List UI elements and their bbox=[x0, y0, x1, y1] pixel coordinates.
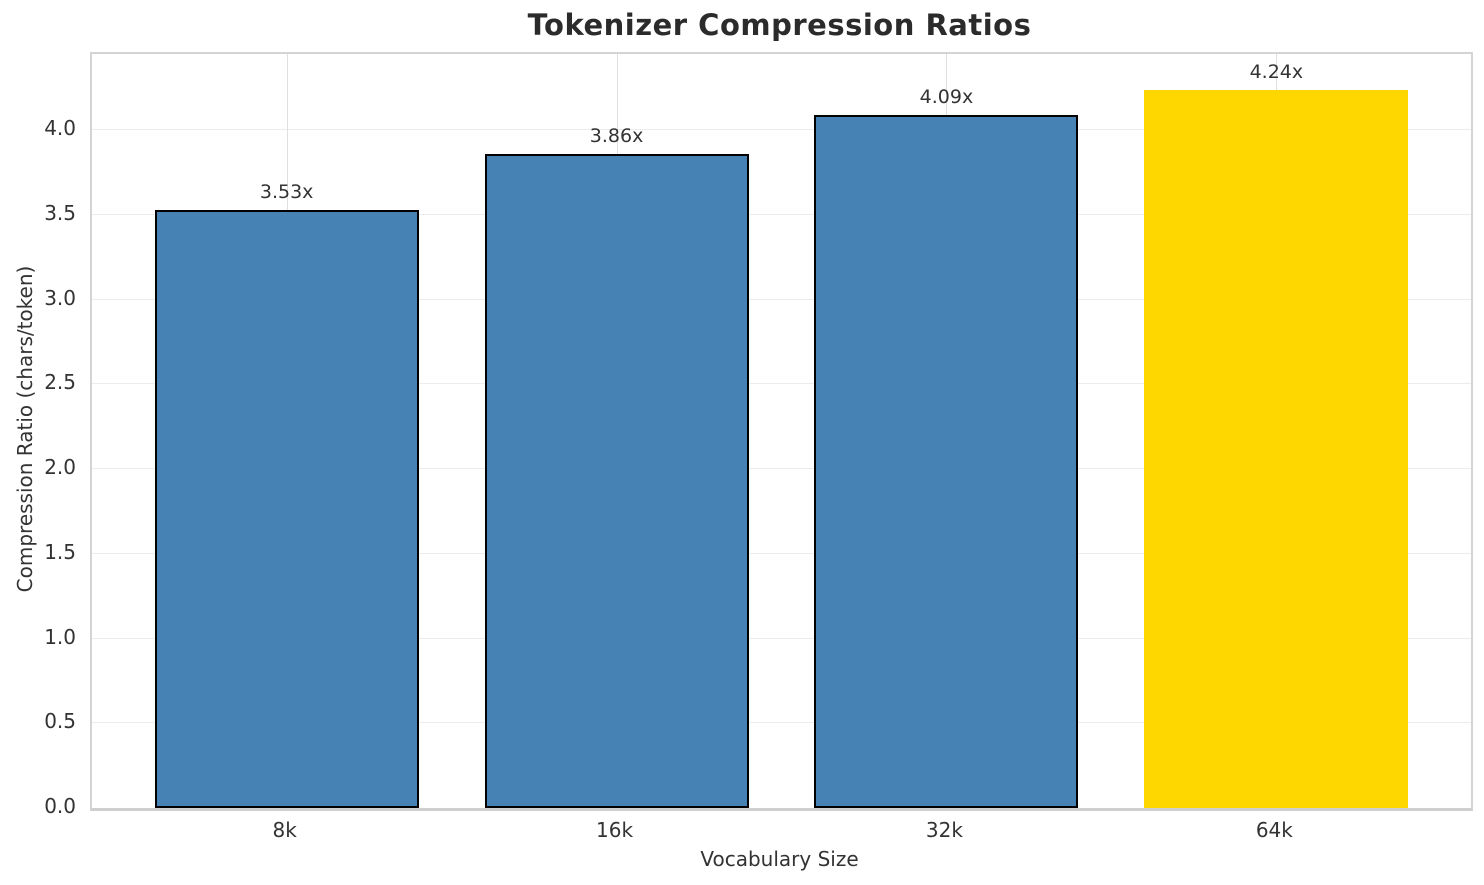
bar-16k bbox=[484, 153, 749, 808]
bar-32k bbox=[814, 115, 1079, 808]
gridline-horizontal bbox=[92, 129, 1471, 131]
plot-area: 3.53x 3.86x 4.09x 4.24x bbox=[90, 52, 1473, 811]
gridline-horizontal bbox=[92, 637, 1471, 639]
y-tick-label: 2.0 bbox=[44, 455, 76, 480]
y-tick-label: 1.0 bbox=[44, 624, 76, 649]
y-tick-label: 0.5 bbox=[44, 709, 76, 734]
gridline-horizontal bbox=[92, 722, 1471, 724]
gridline-horizontal bbox=[92, 468, 1471, 470]
x-axis-label: Vocabulary Size bbox=[700, 847, 859, 871]
gridline-horizontal bbox=[92, 383, 1471, 385]
x-tick-label: 16k bbox=[596, 818, 634, 842]
x-tick-label: 64k bbox=[1255, 818, 1293, 842]
bar-value-label: 3.53x bbox=[259, 180, 314, 203]
y-axis-label: Compression Ratio (chars/token) bbox=[13, 265, 37, 593]
y-tick-label: 2.5 bbox=[44, 370, 76, 395]
bar-value-label: 4.09x bbox=[919, 86, 974, 108]
gridline-horizontal bbox=[92, 298, 1471, 300]
bar-value-label: 4.24x bbox=[1249, 60, 1304, 83]
y-tick-label: 4.0 bbox=[44, 116, 76, 141]
gridline-horizontal bbox=[92, 552, 1471, 554]
bar-64k bbox=[1144, 89, 1409, 808]
y-tick-label: 3.0 bbox=[44, 285, 76, 310]
bar-8k bbox=[154, 209, 419, 808]
bar-value-label: 3.86x bbox=[589, 124, 644, 147]
x-tick-label: 8k bbox=[272, 818, 297, 842]
y-tick-label: 0.0 bbox=[44, 794, 76, 818]
chart-title: Tokenizer Compression Ratios bbox=[527, 8, 1032, 42]
x-tick-label: 32k bbox=[925, 818, 963, 842]
y-tick-label: 1.5 bbox=[44, 539, 76, 564]
y-tick-label: 3.5 bbox=[44, 200, 76, 225]
gridline-horizontal bbox=[92, 213, 1471, 215]
